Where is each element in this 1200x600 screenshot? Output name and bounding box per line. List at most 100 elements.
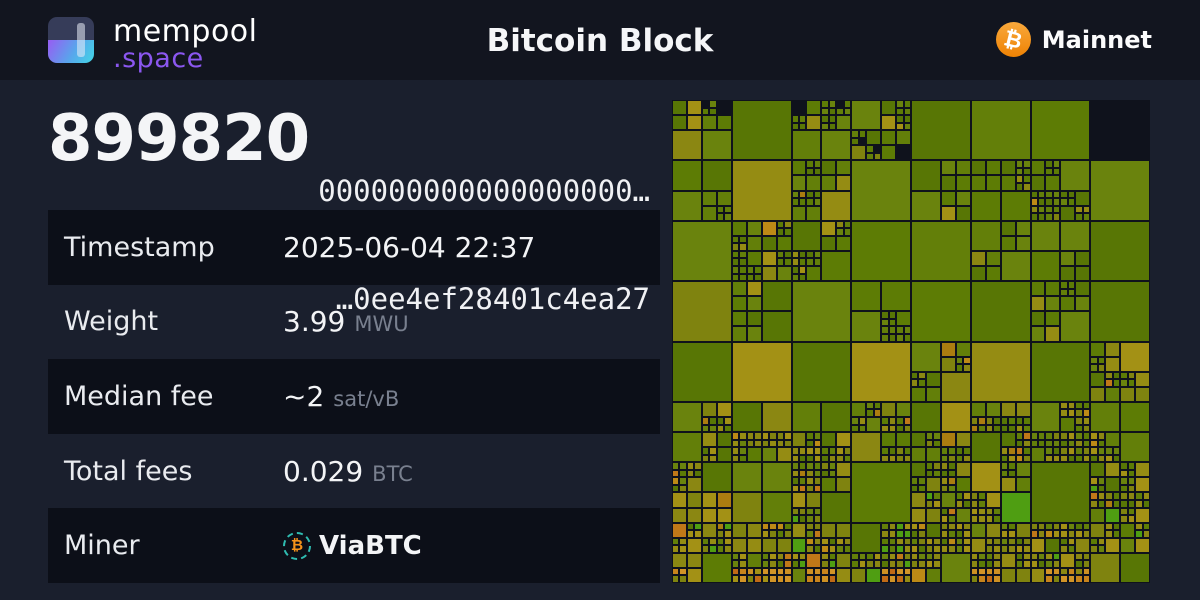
tx-square[interactable] [852, 523, 881, 552]
tx-square[interactable] [792, 282, 851, 341]
tx-square[interactable] [1098, 546, 1105, 552]
tx-square[interactable] [747, 282, 761, 296]
tx-square[interactable] [1016, 184, 1023, 190]
tx-square[interactable] [1091, 433, 1097, 439]
tx-square[interactable] [740, 440, 746, 447]
tx-square[interactable] [859, 417, 866, 424]
tx-square[interactable] [941, 342, 955, 356]
tx-square[interactable] [852, 282, 881, 311]
tx-square[interactable] [1016, 523, 1030, 537]
tx-square[interactable] [747, 553, 761, 567]
tx-square[interactable] [852, 161, 910, 220]
tx-square[interactable] [732, 267, 739, 273]
tx-square[interactable] [770, 440, 776, 447]
tx-square[interactable] [762, 440, 769, 447]
tx-square[interactable] [889, 531, 896, 537]
tx-square[interactable] [912, 402, 940, 432]
tx-square[interactable] [732, 244, 739, 250]
tx-square[interactable] [882, 146, 896, 160]
tx-square[interactable] [986, 417, 993, 424]
tx-square[interactable] [949, 531, 955, 537]
tx-square[interactable] [1083, 448, 1090, 454]
tx-square[interactable] [687, 470, 694, 477]
tx-square[interactable] [1053, 576, 1060, 582]
tx-square[interactable] [1083, 417, 1090, 424]
tx-square[interactable] [1009, 546, 1015, 552]
tx-square[interactable] [926, 372, 940, 386]
tx-square[interactable] [777, 440, 784, 447]
tx-square[interactable] [859, 553, 866, 560]
tx-square[interactable] [1098, 455, 1105, 462]
tx-square[interactable] [695, 531, 701, 537]
tx-square[interactable] [687, 508, 701, 522]
tx-square[interactable] [807, 568, 813, 575]
tx-square[interactable] [882, 319, 888, 326]
tx-square[interactable] [687, 538, 701, 552]
tx-square[interactable] [1068, 448, 1075, 454]
tx-square[interactable] [912, 523, 918, 530]
tx-square[interactable] [747, 267, 754, 273]
tx-square[interactable] [1046, 206, 1052, 213]
tx-square[interactable] [1106, 433, 1120, 447]
tx-square[interactable] [1024, 433, 1030, 439]
tx-square[interactable] [822, 251, 851, 281]
tx-square[interactable] [964, 493, 970, 499]
tx-square[interactable] [1024, 161, 1030, 167]
tx-square[interactable] [799, 251, 806, 258]
tx-square[interactable] [889, 334, 896, 341]
tx-square[interactable] [695, 523, 701, 530]
tx-square[interactable] [1024, 168, 1030, 175]
tx-square[interactable] [897, 553, 903, 560]
tx-square[interactable] [785, 576, 791, 582]
tx-square[interactable] [956, 206, 970, 220]
tx-square[interactable] [941, 206, 955, 220]
tx-square[interactable] [1016, 455, 1023, 462]
tx-square[interactable] [971, 101, 1030, 160]
tx-square[interactable] [814, 485, 821, 492]
tx-square[interactable] [785, 433, 791, 439]
tx-square[interactable] [926, 387, 940, 401]
tx-square[interactable] [1046, 161, 1052, 167]
tx-square[interactable] [1024, 440, 1030, 447]
tx-square[interactable] [740, 448, 746, 454]
tx-square[interactable] [1106, 538, 1120, 552]
tx-square[interactable] [1031, 561, 1037, 567]
tx-square[interactable] [979, 568, 985, 575]
tx-square[interactable] [680, 576, 686, 582]
tx-square[interactable] [1121, 342, 1149, 371]
tx-square[interactable] [1031, 538, 1045, 552]
tx-square[interactable] [971, 433, 1000, 462]
tx-square[interactable] [717, 417, 724, 424]
tx-square[interactable] [1046, 297, 1060, 311]
tx-square[interactable] [926, 568, 940, 582]
tx-square[interactable] [829, 568, 836, 575]
tx-square[interactable] [1106, 500, 1112, 507]
tx-square[interactable] [1053, 568, 1060, 575]
tx-square[interactable] [717, 433, 731, 447]
tx-square[interactable] [717, 508, 731, 522]
tx-square[interactable] [1001, 191, 1030, 220]
tx-square[interactable] [1121, 500, 1127, 507]
tx-square[interactable] [934, 470, 940, 477]
tx-square[interactable] [792, 561, 798, 567]
tx-square[interactable] [844, 538, 851, 545]
tx-square[interactable] [710, 425, 716, 432]
tx-square[interactable] [1136, 523, 1142, 530]
tx-square[interactable] [1083, 576, 1090, 582]
tx-square[interactable] [934, 538, 940, 545]
tx-square[interactable] [1091, 463, 1105, 477]
tx-square[interactable] [799, 455, 806, 462]
tx-square[interactable] [792, 538, 806, 552]
tx-square[interactable] [1113, 493, 1120, 499]
tx-square[interactable] [1053, 199, 1060, 205]
tx-square[interactable] [1121, 387, 1135, 401]
tx-square[interactable] [747, 251, 761, 266]
tx-square[interactable] [732, 523, 746, 537]
tx-square[interactable] [695, 470, 701, 477]
tx-square[interactable] [904, 568, 910, 575]
tx-square[interactable] [1076, 297, 1090, 311]
tx-square[interactable] [1091, 365, 1097, 371]
tx-square[interactable] [941, 372, 970, 401]
tx-square[interactable] [792, 455, 798, 462]
tx-square[interactable] [680, 568, 686, 575]
